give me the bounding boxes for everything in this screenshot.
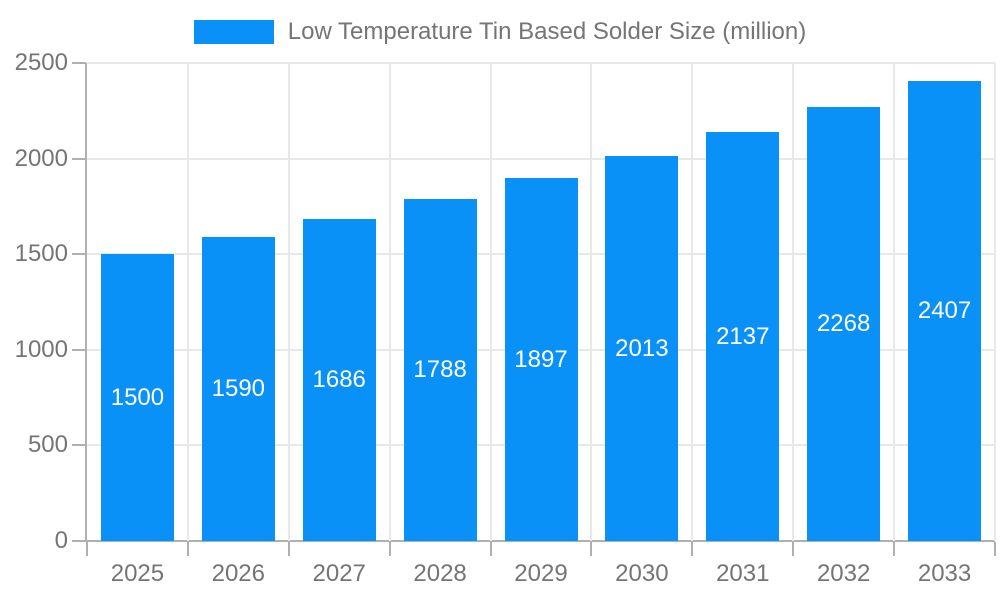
x-tick-mark: [893, 542, 896, 556]
bar[interactable]: 2407: [908, 80, 982, 541]
bar-value-label: 2013: [615, 334, 669, 362]
bar[interactable]: 1500: [100, 254, 174, 541]
x-tick-label: 2025: [110, 560, 165, 587]
vertical-gridline: [590, 63, 593, 541]
y-tick-mark: [72, 348, 86, 351]
x-axis-line: [85, 540, 995, 542]
y-tick-mark: [72, 540, 86, 542]
horizontal-gridline: [87, 62, 995, 64]
x-tick-mark: [792, 542, 795, 556]
y-tick-mark: [72, 157, 86, 160]
x-tick-mark: [186, 542, 189, 556]
x-tick-label: 2032: [816, 560, 871, 587]
bar-value-label: 2407: [917, 296, 972, 324]
legend-swatch-icon: [193, 20, 274, 44]
vertical-gridline: [287, 63, 290, 541]
bar-value-label: 1590: [211, 375, 266, 402]
y-tick-mark: [72, 62, 86, 64]
x-tick-label: 2029: [514, 560, 568, 587]
y-tick-label: 2000: [14, 144, 68, 172]
y-tick-label: 1500: [14, 240, 68, 268]
vertical-gridline: [388, 63, 391, 541]
vertical-gridline: [186, 63, 189, 541]
y-axis-line: [85, 63, 87, 541]
y-tick-label: 500: [27, 431, 68, 459]
vertical-gridline: [691, 63, 694, 541]
x-tick-mark: [287, 542, 290, 556]
x-tick-label: 2030: [615, 560, 669, 587]
x-tick-label: 2033: [917, 560, 972, 587]
y-tick-mark: [72, 444, 86, 447]
bar[interactable]: 1897: [504, 178, 578, 541]
vertical-gridline: [994, 63, 996, 541]
bar-value-label: 1897: [514, 345, 568, 373]
bar-value-label: 2137: [716, 322, 770, 350]
y-tick-label: 1000: [14, 335, 68, 363]
vertical-gridline: [893, 63, 896, 541]
horizontal-gridline: [87, 157, 995, 160]
bar[interactable]: 1590: [201, 237, 275, 541]
bar[interactable]: 2137: [706, 132, 780, 541]
x-tick-label: 2031: [716, 560, 770, 587]
x-tick-mark: [388, 542, 391, 556]
y-tick-label: 2500: [14, 49, 68, 76]
legend-label: Low Temperature Tin Based Solder Size (m…: [287, 18, 807, 45]
x-tick-label: 2026: [211, 560, 265, 587]
x-tick-mark: [691, 542, 694, 556]
bar[interactable]: 1788: [403, 199, 477, 541]
x-tick-mark: [489, 542, 492, 556]
bar[interactable]: 2013: [605, 156, 679, 541]
bar[interactable]: 2268: [807, 107, 881, 541]
vertical-gridline: [489, 63, 492, 541]
bar[interactable]: 1686: [302, 218, 376, 541]
bar-value-label: 1788: [413, 356, 467, 384]
y-tick-mark: [72, 253, 86, 256]
y-tick-label: 0: [54, 527, 68, 554]
x-tick-mark: [994, 542, 996, 556]
x-tick-mark: [86, 542, 88, 556]
plot-area: 1500 1590 1686 1788 1897 2013 2137 2268 2407: [87, 62, 996, 541]
bar-value-label: 2268: [816, 310, 871, 338]
x-tick-mark: [590, 542, 593, 556]
vertical-gridline: [792, 63, 795, 541]
bar-value-label: 1686: [312, 365, 366, 393]
x-tick-label: 2027: [312, 560, 366, 587]
bar-value-label: 1500: [110, 383, 165, 411]
x-tick-label: 2028: [413, 560, 467, 587]
legend-item[interactable]: Low Temperature Tin Based Solder Size (m…: [0, 17, 1000, 47]
